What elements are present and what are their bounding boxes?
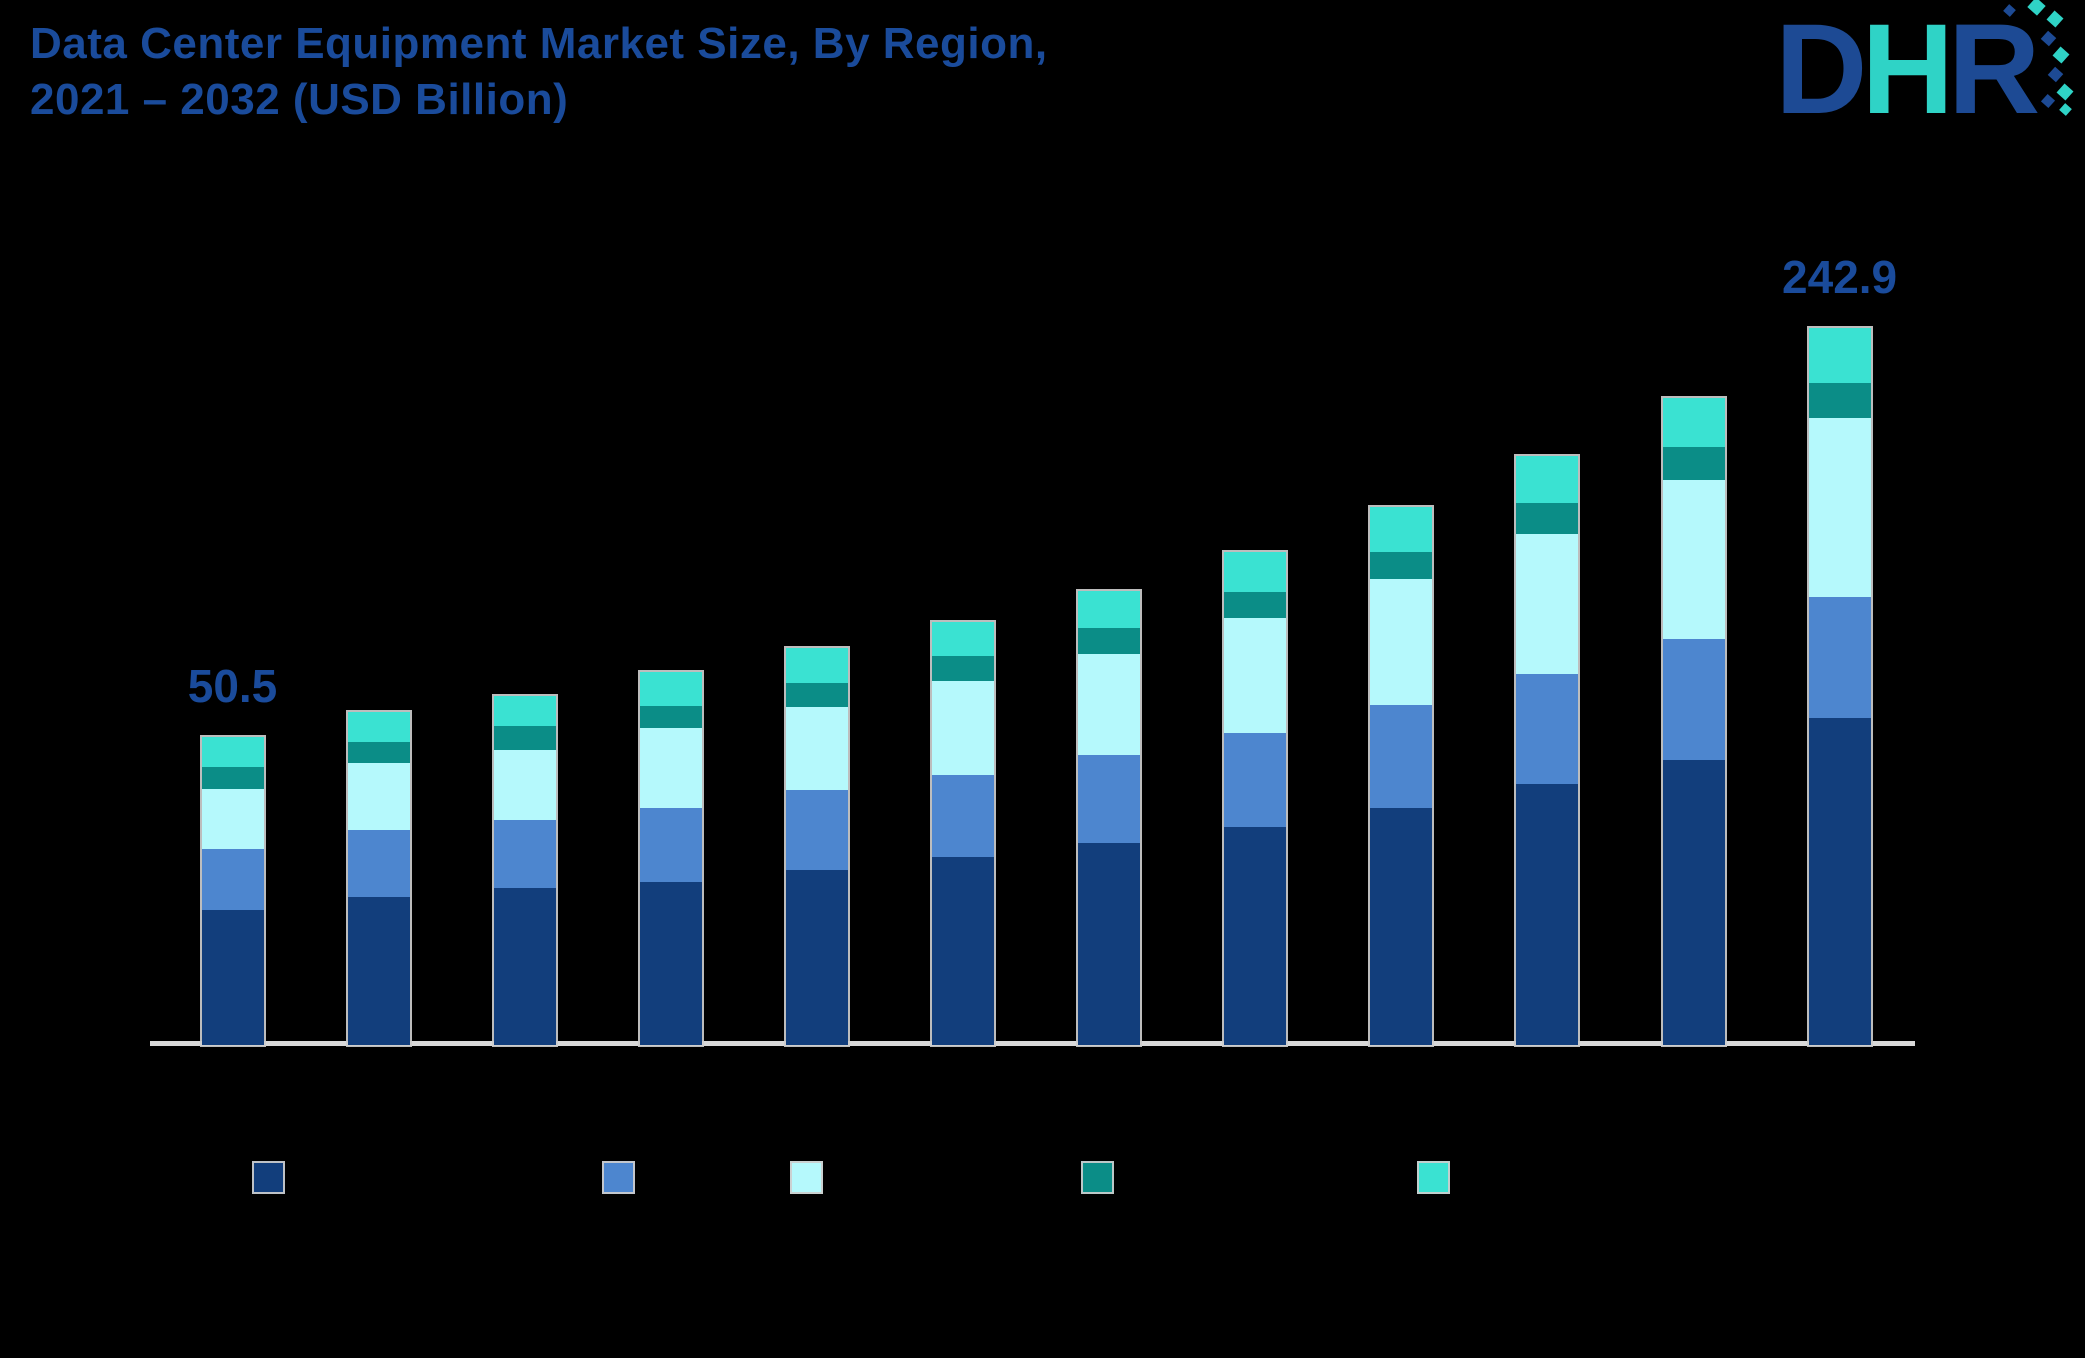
segment-4-teal-2026 bbox=[932, 656, 994, 681]
segment-2-medium-blue-2027 bbox=[1078, 755, 1141, 843]
segment-5-turquoise-2026 bbox=[932, 622, 994, 656]
segment-2-medium-blue-2025 bbox=[785, 790, 848, 870]
value-label-2021: 50.5 bbox=[187, 660, 278, 712]
segment-1-navy-2032 bbox=[1808, 718, 1871, 1045]
segment-4-teal-2030 bbox=[1516, 503, 1579, 534]
segment-1-navy-2028 bbox=[1224, 827, 1287, 1045]
legend-swatch-5 bbox=[1417, 1161, 1450, 1194]
segment-4-teal-2023 bbox=[493, 726, 556, 750]
segment-3-pale-cyan-2023 bbox=[493, 750, 556, 820]
segment-5-turquoise-2032 bbox=[1808, 328, 1871, 383]
segment-5-turquoise-2022 bbox=[347, 712, 410, 742]
chart-title-line-2: 2021 – 2032 (USD Billion) bbox=[30, 75, 569, 125]
segment-3-pale-cyan-2032 bbox=[1808, 418, 1871, 597]
segment-1-navy-2022 bbox=[347, 897, 410, 1045]
segment-3-pale-cyan-2025 bbox=[785, 707, 848, 790]
logo-letter-h: H bbox=[1861, 0, 1953, 141]
segment-4-teal-2021 bbox=[201, 767, 264, 789]
x-axis-baseline bbox=[150, 1041, 1915, 1046]
segment-1-navy-2021 bbox=[201, 910, 264, 1045]
chart-title-line-1: Data Center Equipment Market Size, By Re… bbox=[30, 19, 1048, 68]
segment-2-medium-blue-2032 bbox=[1808, 597, 1871, 718]
segment-3-pale-cyan-2028 bbox=[1224, 618, 1287, 733]
legend-swatch-3 bbox=[790, 1161, 823, 1194]
segment-3-pale-cyan-2030 bbox=[1516, 534, 1579, 674]
segment-1-navy-2031 bbox=[1662, 760, 1725, 1045]
segment-4-teal-2022 bbox=[347, 742, 410, 763]
segment-1-navy-2026 bbox=[932, 857, 994, 1045]
logo-letter-d: D bbox=[1775, 0, 1867, 141]
chart-title: Data Center Equipment Market Size, By Re… bbox=[30, 16, 1048, 129]
segment-2-medium-blue-2021 bbox=[201, 849, 264, 910]
segment-3-pale-cyan-2021 bbox=[201, 789, 264, 849]
segment-3-pale-cyan-2031 bbox=[1662, 480, 1725, 639]
segment-1-navy-2023 bbox=[493, 888, 556, 1045]
segment-5-turquoise-2021 bbox=[201, 737, 264, 767]
segment-4-teal-2031 bbox=[1662, 447, 1725, 480]
segment-2-medium-blue-2022 bbox=[347, 830, 410, 897]
segment-3-pale-cyan-2024 bbox=[639, 728, 702, 808]
bar-2029 bbox=[1368, 505, 1435, 1047]
segment-2-medium-blue-2024 bbox=[639, 808, 702, 882]
segment-1-navy-2025 bbox=[785, 870, 848, 1045]
dhr-logo: DHR bbox=[1775, 6, 2040, 134]
segment-3-pale-cyan-2029 bbox=[1370, 579, 1433, 705]
bar-2032 bbox=[1806, 326, 1873, 1047]
bar-2024 bbox=[637, 670, 704, 1047]
bar-2031 bbox=[1660, 396, 1727, 1047]
segment-5-turquoise-2024 bbox=[639, 672, 702, 706]
segment-1-navy-2024 bbox=[639, 882, 702, 1045]
segment-5-turquoise-2023 bbox=[493, 696, 556, 726]
segment-1-navy-2029 bbox=[1370, 808, 1433, 1045]
segment-2-medium-blue-2026 bbox=[932, 775, 994, 857]
segment-5-turquoise-2025 bbox=[785, 648, 848, 683]
legend-swatch-1 bbox=[252, 1161, 285, 1194]
segment-3-pale-cyan-2027 bbox=[1078, 654, 1141, 755]
bar-2025 bbox=[783, 646, 850, 1047]
legend-swatch-2 bbox=[602, 1161, 635, 1194]
segment-5-turquoise-2031 bbox=[1662, 398, 1725, 447]
segment-1-navy-2027 bbox=[1078, 843, 1141, 1045]
segment-1-navy-2030 bbox=[1516, 784, 1579, 1045]
segment-5-turquoise-2027 bbox=[1078, 591, 1141, 628]
segment-5-turquoise-2030 bbox=[1516, 456, 1579, 503]
segment-5-turquoise-2029 bbox=[1370, 507, 1433, 552]
legend-swatch-4 bbox=[1081, 1161, 1114, 1194]
segment-4-teal-2029 bbox=[1370, 552, 1433, 579]
segment-4-teal-2028 bbox=[1224, 592, 1287, 618]
bar-2022 bbox=[345, 710, 412, 1047]
bar-2026 bbox=[930, 620, 996, 1047]
segment-2-medium-blue-2029 bbox=[1370, 705, 1433, 808]
bar-2030 bbox=[1514, 454, 1581, 1047]
segment-2-medium-blue-2028 bbox=[1224, 733, 1287, 827]
segment-2-medium-blue-2030 bbox=[1516, 674, 1579, 784]
segment-3-pale-cyan-2026 bbox=[932, 681, 994, 775]
segment-3-pale-cyan-2022 bbox=[347, 763, 410, 830]
segment-2-medium-blue-2023 bbox=[493, 820, 556, 888]
segment-4-teal-2027 bbox=[1078, 628, 1141, 654]
segment-4-teal-2024 bbox=[639, 706, 702, 728]
bar-2027 bbox=[1076, 589, 1143, 1047]
bar-2028 bbox=[1222, 550, 1289, 1047]
segment-2-medium-blue-2031 bbox=[1662, 639, 1725, 760]
value-label-2032: 242.9 bbox=[1782, 251, 1898, 303]
segment-4-teal-2025 bbox=[785, 683, 848, 707]
segment-4-teal-2032 bbox=[1808, 383, 1871, 418]
segment-5-turquoise-2028 bbox=[1224, 552, 1287, 592]
logo-letter-r: R bbox=[1947, 0, 2040, 141]
bar-2023 bbox=[491, 694, 558, 1047]
bar-2021 bbox=[199, 735, 266, 1047]
